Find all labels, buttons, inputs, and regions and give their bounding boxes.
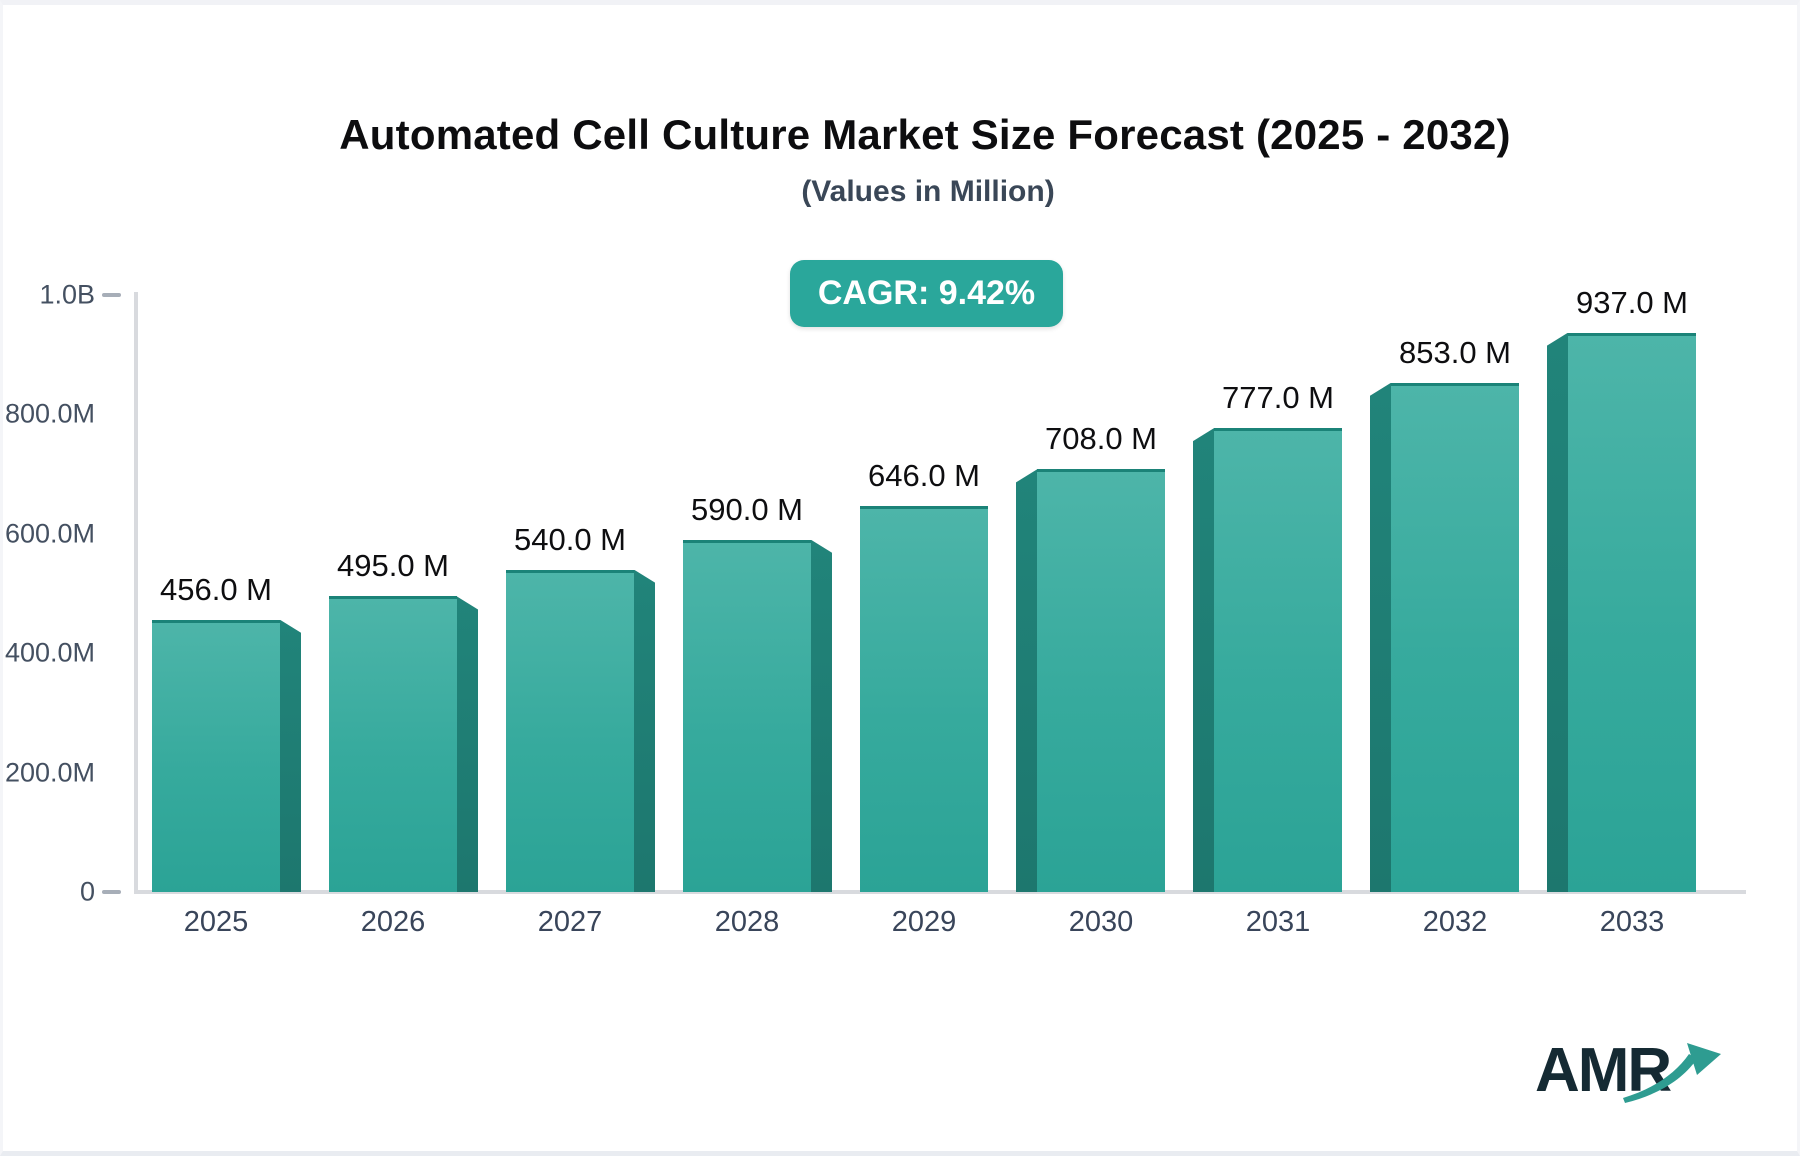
- x-tick-label: 2033: [1599, 906, 1665, 938]
- bar-side-2031: [1193, 428, 1214, 892]
- bar-side-2028: [811, 539, 832, 892]
- x-tick-label: 2025: [183, 906, 249, 938]
- bar-side-2032: [1370, 382, 1391, 892]
- y-tick-label: 400.0M: [4, 637, 95, 668]
- amr-logo: AMR: [1535, 1035, 1725, 1115]
- y-tick-label: 800.0M: [4, 398, 95, 429]
- bar-value-label: 708.0 M: [1044, 421, 1157, 457]
- x-tick-label: 2030: [1068, 906, 1134, 938]
- bar-side-2025: [280, 619, 301, 892]
- y-tick-dash: [102, 293, 121, 297]
- bar-2029: [860, 506, 988, 892]
- y-tick-label: 200.0M: [4, 757, 95, 788]
- cagr-badge: CAGR: 9.42%: [790, 260, 1063, 327]
- bar-2026: [329, 596, 457, 892]
- x-tick-label: 2032: [1422, 906, 1488, 938]
- y-tick-dash: [102, 890, 121, 894]
- bar-2027: [506, 569, 634, 892]
- bar-value-label: 495.0 M: [336, 548, 449, 584]
- x-tick-label: 2029: [891, 906, 957, 938]
- bar-value-label: 590.0 M: [690, 491, 803, 527]
- x-tick-label: 2026: [360, 906, 426, 938]
- y-tick-label: 0: [79, 876, 95, 907]
- bar-side-2033: [1547, 332, 1568, 892]
- x-tick-label: 2031: [1245, 906, 1311, 938]
- bar-value-label: 646.0 M: [867, 458, 980, 494]
- bar-2032: [1391, 382, 1519, 892]
- bar-2033: [1568, 332, 1696, 892]
- bar-value-label: 777.0 M: [1221, 380, 1334, 416]
- x-tick-label: 2028: [714, 906, 780, 938]
- bar-value-label: 540.0 M: [513, 521, 626, 557]
- y-axis-line: [134, 292, 138, 894]
- bar-value-label: 456.0 M: [159, 571, 272, 607]
- chart-subtitle: (Values in Million): [801, 175, 1055, 208]
- growth-arrow-icon: [1623, 1043, 1721, 1103]
- bar-2025: [152, 619, 280, 892]
- bar-value-label: 937.0 M: [1575, 284, 1688, 320]
- y-tick-label: 600.0M: [4, 518, 95, 549]
- chart-title: Automated Cell Culture Market Size Forec…: [339, 111, 1511, 158]
- bar-value-label: 853.0 M: [1398, 334, 1511, 370]
- bar-2028: [683, 539, 811, 892]
- bar-2031: [1214, 428, 1342, 892]
- x-tick-label: 2027: [537, 906, 603, 938]
- x-axis-baseline: [134, 890, 1746, 894]
- bar-side-2030: [1016, 469, 1037, 892]
- y-tick-label: 1.0B: [39, 279, 95, 310]
- bar-side-2026: [457, 596, 478, 892]
- bar-side-2027: [634, 569, 655, 892]
- bar-2030: [1037, 469, 1165, 892]
